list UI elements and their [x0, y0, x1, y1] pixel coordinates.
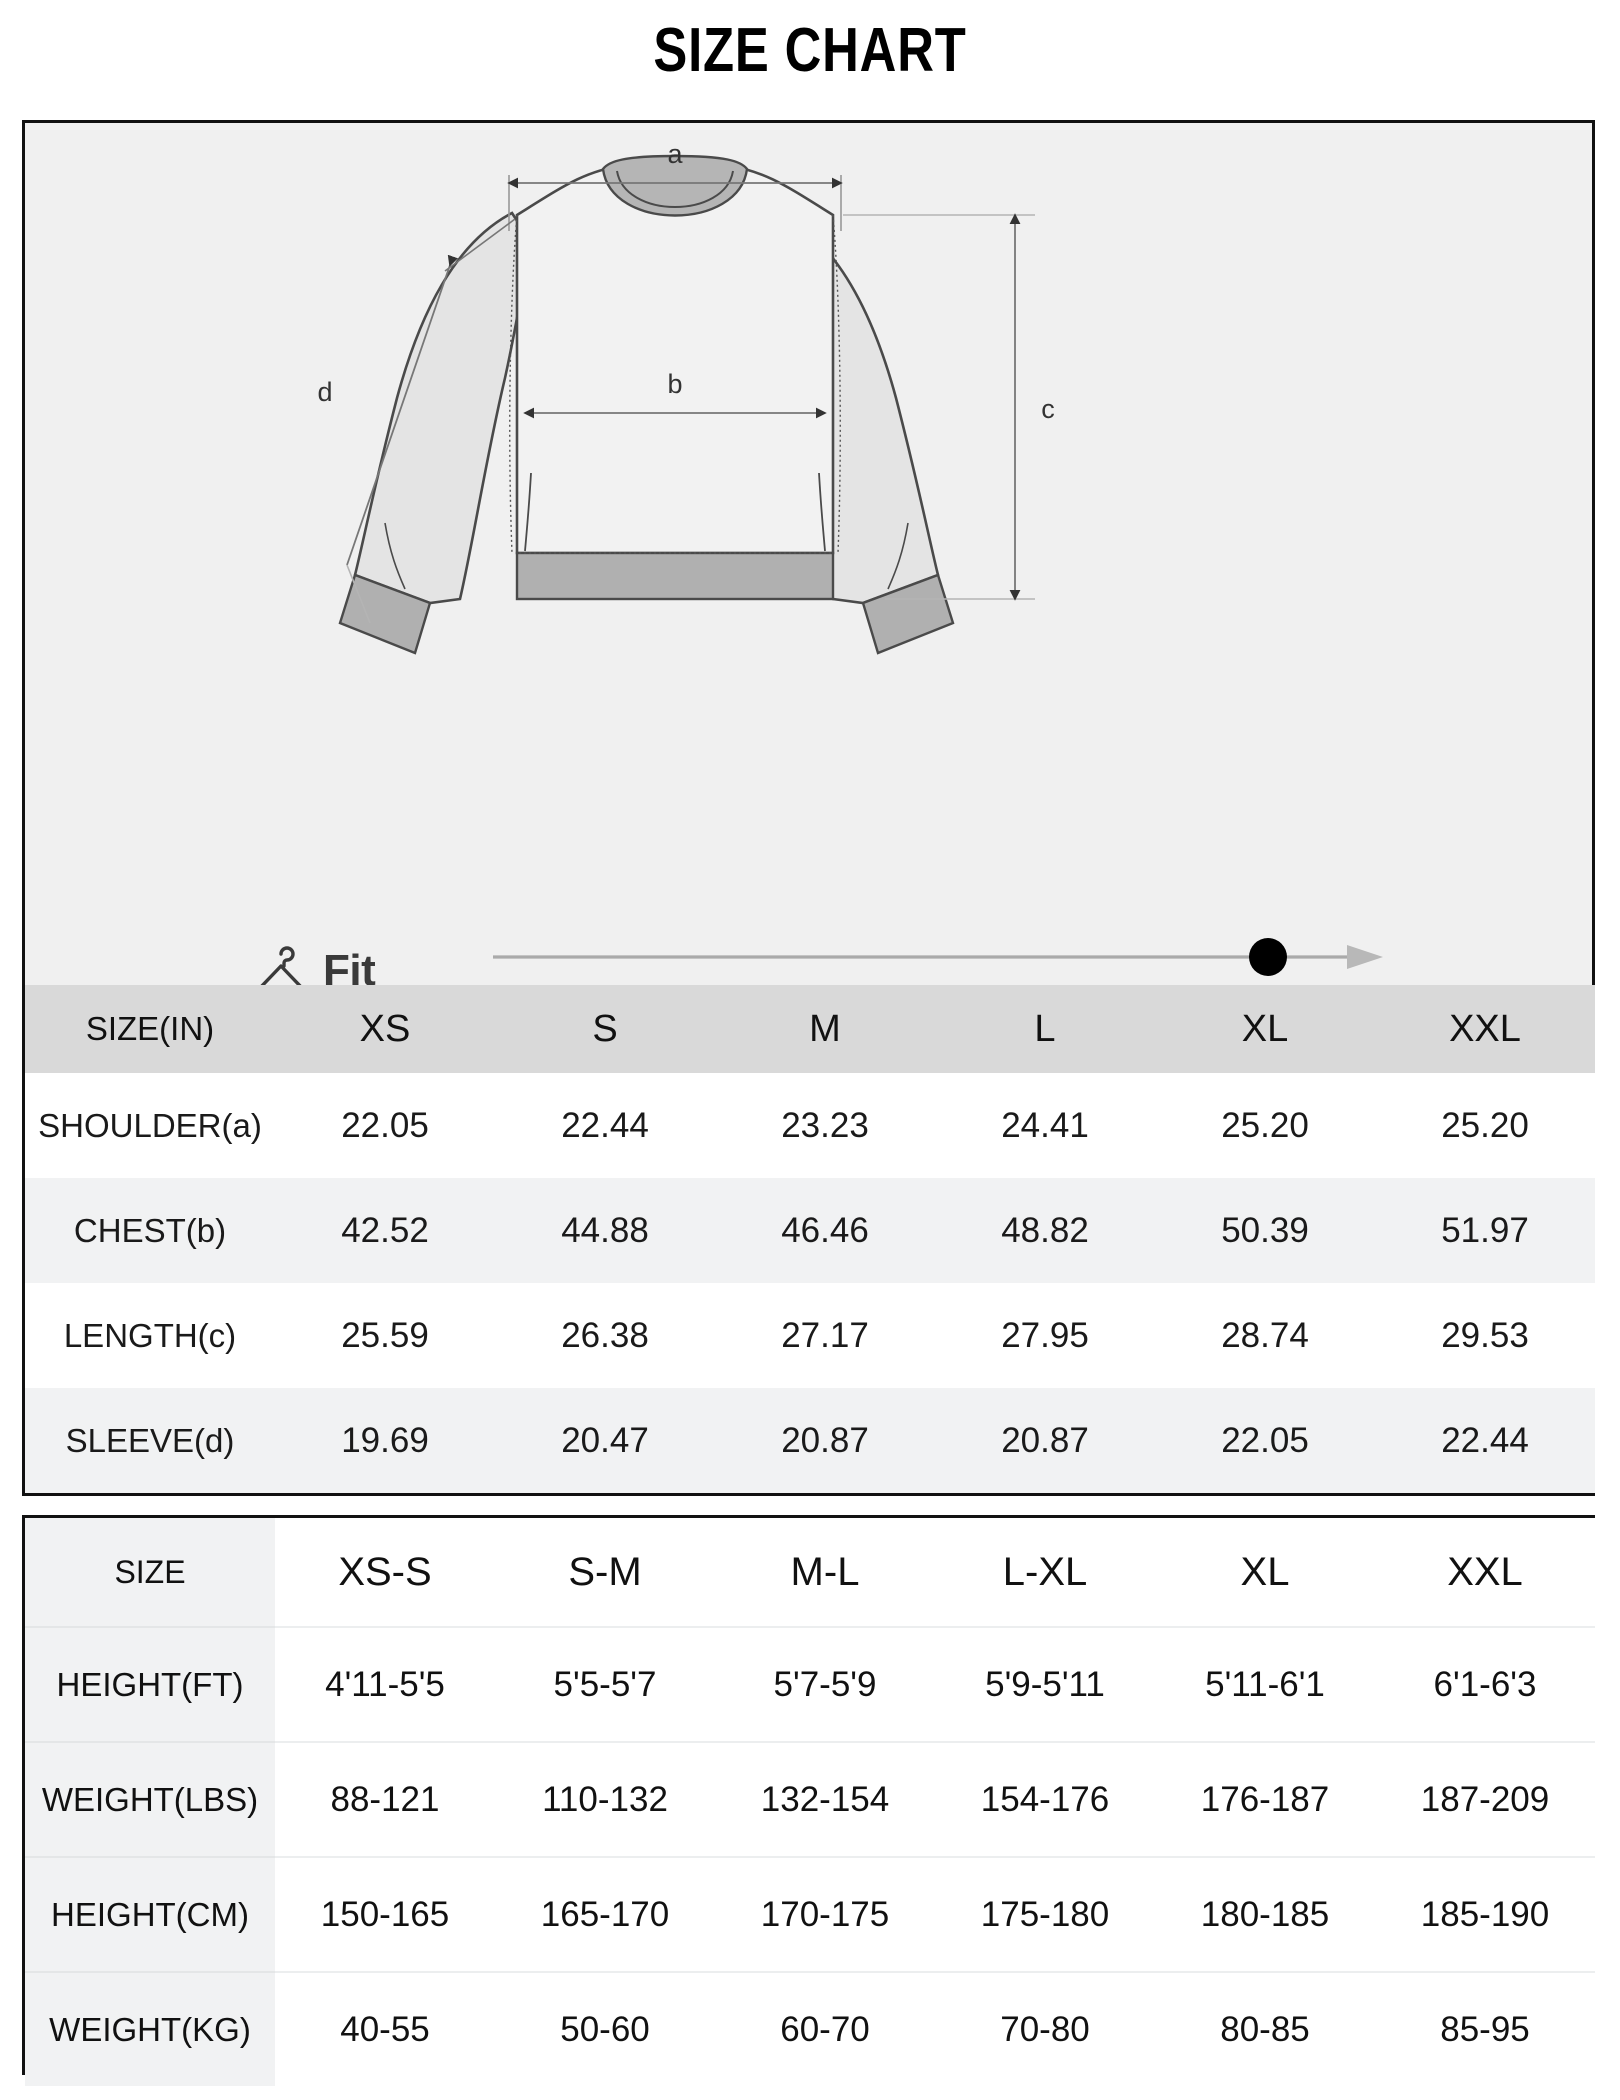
cell-chest-s: 44.88 [561, 1210, 649, 1250]
cell-shoulder-m: 23.23 [781, 1105, 869, 1145]
col-header-l: L [935, 985, 1155, 1073]
fit-slider-thumb[interactable] [1249, 938, 1287, 976]
cell-length-s: 26.38 [561, 1315, 649, 1355]
table-header-row: SIZE(IN) XS S M L XL XXL [25, 985, 1595, 1073]
fit-slider[interactable] [25, 923, 1592, 985]
cell-weight-kg-xs-s: 40-55 [275, 1971, 495, 2086]
cell-sleeve-l: 20.87 [1001, 1420, 1089, 1460]
col-header-xxl2: XXL [1375, 1518, 1595, 1627]
col-header-size-in: SIZE(IN) [25, 985, 275, 1073]
table-row: LENGTH(c) 25.59 26.38 27.17 27.95 28.74 … [25, 1283, 1595, 1388]
col-header-xl: XL [1155, 985, 1375, 1073]
row-label-length: LENGTH(c) [63, 1316, 237, 1354]
garment-measurements-table: SIZE(IN) XS S M L XL XXL SHOULDER(a) 22.… [25, 985, 1595, 1493]
cell-length-xxl: 29.53 [1441, 1315, 1529, 1355]
col-header-m-l: M-L [715, 1518, 935, 1627]
cell-weight-lbs-m-l: 132-154 [715, 1741, 935, 1857]
cell-weight-lbs-xxl: 187-209 [1375, 1741, 1595, 1857]
cell-length-xs: 25.59 [341, 1315, 429, 1355]
col-header-xs-s: XS-S [275, 1518, 495, 1627]
cell-height-ft-xxl: 6'1-6'3 [1375, 1626, 1595, 1742]
cell-height-ft-s-m: 5'5-5'7 [495, 1626, 715, 1742]
cell-height-cm-xs-s: 150-165 [275, 1856, 495, 1972]
table-row: SLEEVE(d) 19.69 20.47 20.87 20.87 22.05 … [25, 1388, 1595, 1493]
body-measurements-table: SIZE XS-S S-M M-L L-XL XL XXL HEIGHT(FT)… [25, 1518, 1595, 2086]
cell-height-cm-xxl: 185-190 [1375, 1856, 1595, 1972]
cell-weight-lbs-s-m: 110-132 [495, 1741, 715, 1857]
col-header-s-m: S-M [495, 1518, 715, 1627]
cell-sleeve-s: 20.47 [561, 1420, 649, 1460]
table-row: SHOULDER(a) 22.05 22.44 23.23 24.41 25.2… [25, 1073, 1595, 1178]
cell-height-cm-l-xl: 175-180 [935, 1856, 1155, 1972]
cell-length-l: 27.95 [1001, 1315, 1089, 1355]
row-label-sleeve: SLEEVE(d) [65, 1421, 235, 1459]
cell-weight-kg-xl: 80-85 [1155, 1971, 1375, 2086]
cell-height-cm-s-m: 165-170 [495, 1856, 715, 1972]
cell-chest-l: 48.82 [1001, 1210, 1089, 1250]
col-header-m: M [715, 985, 935, 1073]
measure-label-a: a [667, 139, 683, 169]
cell-height-ft-m-l: 5'7-5'9 [715, 1626, 935, 1742]
cell-weight-lbs-l-xl: 154-176 [935, 1741, 1155, 1857]
col-header-l-xl: L-XL [935, 1518, 1155, 1627]
row-label-height-cm: HEIGHT(CM) [25, 1856, 275, 1972]
cell-weight-lbs-xs-s: 88-121 [275, 1741, 495, 1857]
row-label-weight-lbs: WEIGHT(LBS) [25, 1741, 275, 1857]
cell-sleeve-xl: 22.05 [1221, 1420, 1309, 1460]
size-chart-panel: a b c d Fit [22, 120, 1595, 1496]
fit-section: Fit Slim Regular Oversized [25, 923, 1592, 985]
cell-length-m: 27.17 [781, 1315, 869, 1355]
col-header-size: SIZE [25, 1518, 275, 1627]
table-row: WEIGHT(KG) 40-55 50-60 60-70 70-80 80-85… [25, 1971, 1595, 2086]
table-row: HEIGHT(FT) 4'11-5'5 5'5-5'7 5'7-5'9 5'9-… [25, 1626, 1595, 1742]
cell-chest-xl: 50.39 [1221, 1210, 1309, 1250]
cell-shoulder-l: 24.41 [1001, 1105, 1089, 1145]
fit-slider-arrow [1347, 945, 1383, 969]
cell-sleeve-xxl: 22.44 [1441, 1420, 1529, 1460]
fit-label-group: Fit [253, 945, 376, 985]
cell-shoulder-xs: 22.05 [341, 1105, 429, 1145]
measure-label-d: d [317, 377, 332, 407]
measure-label-c: c [1041, 394, 1055, 424]
table-row: CHEST(b) 42.52 44.88 46.46 48.82 50.39 5… [25, 1178, 1595, 1283]
cell-weight-kg-xxl: 85-95 [1375, 1971, 1595, 2086]
col-header-s: S [495, 985, 715, 1073]
cell-chest-xxl: 51.97 [1441, 1210, 1529, 1250]
cell-weight-kg-s-m: 50-60 [495, 1971, 715, 2086]
cell-height-ft-xs-s: 4'11-5'5 [275, 1626, 495, 1742]
col-header-xl2: XL [1155, 1518, 1375, 1627]
cell-chest-m: 46.46 [781, 1210, 869, 1250]
body-measurements-panel: SIZE XS-S S-M M-L L-XL XL XXL HEIGHT(FT)… [22, 1515, 1595, 2086]
cell-shoulder-xl: 25.20 [1221, 1105, 1309, 1145]
cell-weight-kg-l-xl: 70-80 [935, 1971, 1155, 2086]
cell-shoulder-s: 22.44 [561, 1105, 649, 1145]
col-header-xs: XS [275, 985, 495, 1073]
table-row: HEIGHT(CM) 150-165 165-170 170-175 175-1… [25, 1856, 1595, 1972]
cell-weight-kg-m-l: 60-70 [715, 1971, 935, 2086]
cell-length-xl: 28.74 [1221, 1315, 1309, 1355]
row-label-weight-kg: WEIGHT(KG) [25, 1971, 275, 2086]
cell-height-cm-xl: 180-185 [1155, 1856, 1375, 1972]
cell-sleeve-xs: 19.69 [341, 1420, 429, 1460]
cell-sleeve-m: 20.87 [781, 1420, 869, 1460]
cell-height-ft-xl: 5'11-6'1 [1155, 1626, 1375, 1742]
col-header-xxl: XXL [1375, 985, 1595, 1073]
cell-weight-lbs-xl: 176-187 [1155, 1741, 1375, 1857]
cell-height-cm-m-l: 170-175 [715, 1856, 935, 1972]
row-label-height-ft: HEIGHT(FT) [25, 1626, 275, 1742]
cell-chest-xs: 42.52 [341, 1210, 429, 1250]
table-row: WEIGHT(LBS) 88-121 110-132 132-154 154-1… [25, 1741, 1595, 1857]
page-title: SIZE CHART [653, 16, 967, 85]
measure-label-b: b [667, 369, 682, 399]
garment-illustration: a b c d Fit [25, 123, 1592, 985]
sweatshirt-diagram: a b c d [317, 139, 1055, 655]
cell-height-ft-l-xl: 5'9-5'11 [935, 1626, 1155, 1742]
hanger-icon [260, 946, 302, 985]
fit-label: Fit [323, 946, 376, 985]
row-label-shoulder: SHOULDER(a) [38, 1106, 262, 1144]
table-header-row: SIZE XS-S S-M M-L L-XL XL XXL [25, 1518, 1595, 1627]
cell-shoulder-xxl: 25.20 [1441, 1105, 1529, 1145]
row-label-chest: CHEST(b) [73, 1211, 227, 1249]
